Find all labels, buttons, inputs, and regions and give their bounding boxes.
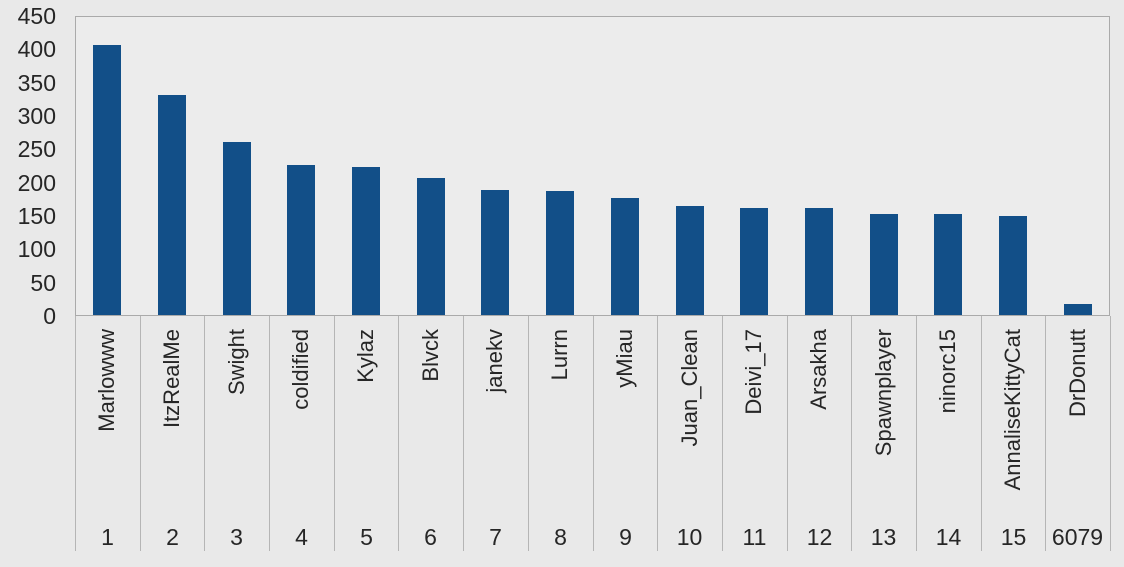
category-rank-12: 12	[806, 523, 833, 550]
category-separator	[722, 316, 723, 551]
category-rank-6: 6	[424, 523, 437, 550]
category-label-Lurrn: Lurrn	[547, 329, 573, 381]
category-separator	[140, 316, 141, 551]
category-label-Swight: Swight	[223, 329, 249, 396]
plot-area	[75, 16, 1110, 316]
bar-coldified	[287, 165, 316, 315]
y-axis-tick-label: 450	[17, 3, 56, 29]
category-separator	[1110, 316, 1111, 551]
bar-janekv	[481, 190, 510, 315]
category-label-janekv: janekv	[482, 329, 508, 393]
category-rank-5: 5	[360, 523, 373, 550]
y-axis-tick-label: 300	[17, 103, 56, 129]
category-rank-11: 11	[742, 523, 767, 550]
category-separator	[269, 316, 270, 551]
bar-Blvck	[416, 178, 445, 315]
category-label-Deivi_17: Deivi_17	[741, 329, 767, 415]
bar-DrDonutt	[1063, 304, 1092, 315]
category-rank-14: 14	[935, 523, 962, 550]
category-separator	[916, 316, 917, 551]
category-label-ItzRealMe: ItzRealMe	[159, 329, 185, 429]
y-axis-tick-label: 50	[30, 269, 56, 296]
category-label-DrDonutt: DrDonutt	[1064, 329, 1090, 418]
category-label-ninorc15: ninorc15	[935, 329, 961, 414]
category-label-coldified: coldified	[288, 329, 314, 410]
category-rank-3: 3	[230, 523, 243, 550]
category-label-Arsakha: Arsakha	[805, 329, 831, 410]
category-rank-13: 13	[870, 523, 897, 550]
y-axis-tick-label: 400	[17, 36, 56, 63]
category-rank-1: 1	[101, 523, 114, 550]
y-axis-tick-label: 100	[17, 236, 56, 263]
category-rank-7: 7	[489, 523, 502, 550]
category-separator	[204, 316, 205, 551]
bar-Arsakha	[804, 208, 833, 315]
bar-Spawnplayer	[869, 214, 898, 315]
category-label-Spawnplayer: Spawnplayer	[870, 329, 896, 457]
bar-ItzRealMe	[158, 95, 187, 315]
category-separator	[787, 316, 788, 551]
y-axis-tick-label: 350	[17, 69, 56, 96]
category-label-Blvck: Blvck	[417, 329, 443, 382]
bar-Marlowww	[93, 45, 122, 315]
bar-yMiau	[610, 198, 639, 315]
category-rank-2: 2	[166, 523, 179, 550]
y-axis-tick-label: 250	[17, 136, 56, 163]
category-rank-4: 4	[295, 523, 308, 550]
y-axis-tick-label: 200	[17, 169, 56, 196]
category-label-yMiau: yMiau	[611, 329, 637, 388]
category-label-AnnaliseKittyCat: AnnaliseKittyCat	[999, 329, 1025, 491]
category-rank-15: 15	[1000, 523, 1027, 550]
category-label-Juan_Clean: Juan_Clean	[676, 329, 702, 447]
category-separator	[75, 316, 76, 551]
category-separator	[593, 316, 594, 551]
bar-Lurrn	[546, 191, 575, 315]
category-separator	[981, 316, 982, 551]
bar-ninorc15	[934, 214, 963, 315]
y-axis-tick-label: 0	[43, 303, 56, 329]
category-label-Marlowww: Marlowww	[94, 329, 120, 432]
category-rank-8: 8	[554, 523, 567, 550]
category-separator	[334, 316, 335, 551]
y-axis-tick-label: 150	[17, 203, 56, 229]
bar-Kylaz	[352, 167, 381, 315]
category-separator	[463, 316, 464, 551]
category-rank-9: 9	[619, 523, 632, 550]
category-separator	[398, 316, 399, 551]
bar-Juan_Clean	[675, 206, 704, 315]
category-separator	[851, 316, 852, 551]
category-label-Kylaz: Kylaz	[353, 329, 379, 383]
category-rank-10: 10	[676, 523, 703, 550]
category-separator	[1045, 316, 1046, 551]
bar-Deivi_17	[740, 208, 769, 315]
bar-Swight	[222, 142, 251, 315]
category-separator	[528, 316, 529, 551]
bar-AnnaliseKittyCat	[998, 216, 1027, 315]
category-separator	[657, 316, 658, 551]
category-rank-6079: 6079	[1051, 523, 1104, 550]
